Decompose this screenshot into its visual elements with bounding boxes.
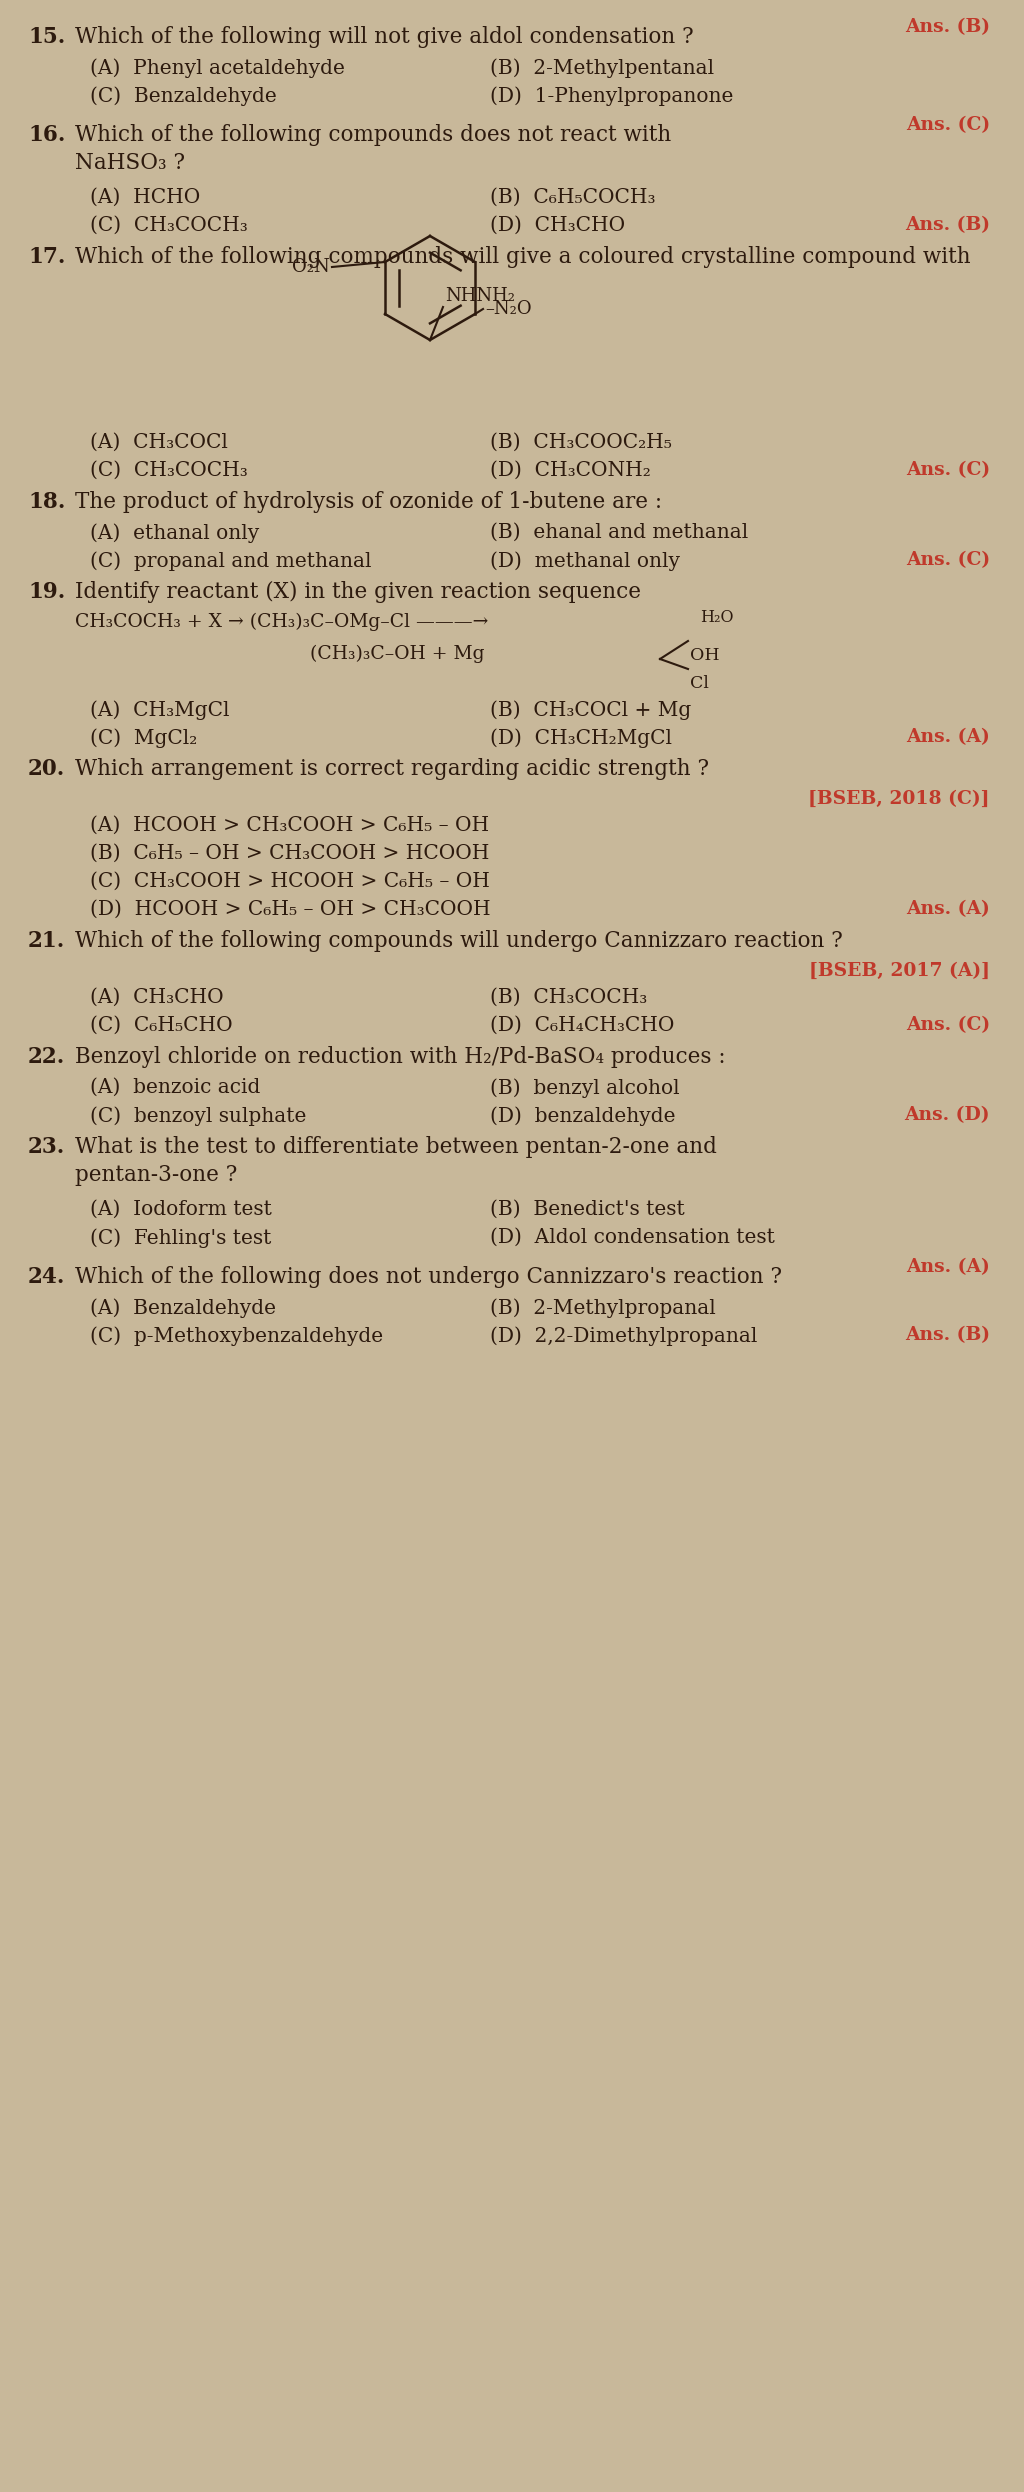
Text: Ans. (B): Ans. (B) — [905, 17, 990, 35]
Text: 18.: 18. — [28, 491, 66, 513]
Text: NHNH₂: NHNH₂ — [445, 287, 515, 304]
Text: Which of the following compounds will undergo Cannizzaro reaction ?: Which of the following compounds will un… — [75, 930, 843, 952]
Text: (A)  CH₃COCl: (A) CH₃COCl — [90, 434, 228, 451]
Text: Ans. (C): Ans. (C) — [906, 117, 990, 135]
Text: 17.: 17. — [28, 247, 66, 269]
Text: Which of the following will not give aldol condensation ?: Which of the following will not give ald… — [75, 25, 693, 47]
Text: 23.: 23. — [28, 1136, 66, 1159]
Text: (A)  ethanal only: (A) ethanal only — [90, 523, 259, 543]
Text: (CH₃)₃C–OH + Mg: (CH₃)₃C–OH + Mg — [310, 645, 484, 663]
Text: (B)  CH₃COCl + Mg: (B) CH₃COCl + Mg — [490, 700, 691, 720]
Text: (A)  CH₃MgCl: (A) CH₃MgCl — [90, 700, 229, 720]
Text: 19.: 19. — [28, 581, 66, 603]
Text: Ans. (C): Ans. (C) — [906, 461, 990, 478]
Text: (C)  p-Methoxybenzaldehyde: (C) p-Methoxybenzaldehyde — [90, 1326, 383, 1346]
Text: (D)  Aldol condensation test: (D) Aldol condensation test — [490, 1229, 775, 1246]
Text: (C)  CH₃COCH₃: (C) CH₃COCH₃ — [90, 217, 248, 234]
Text: 22.: 22. — [28, 1047, 66, 1069]
Text: (C)  MgCl₂: (C) MgCl₂ — [90, 728, 198, 748]
Text: OH: OH — [690, 648, 720, 663]
Text: The product of hydrolysis of ozonide of 1-butene are :: The product of hydrolysis of ozonide of … — [75, 491, 663, 513]
Text: (C)  Benzaldehyde: (C) Benzaldehyde — [90, 87, 276, 105]
Text: Which of the following compounds will give a coloured crystalline compound with: Which of the following compounds will gi… — [75, 247, 971, 269]
Text: (C)  CH₃COOH > HCOOH > C₆H₅ – OH: (C) CH₃COOH > HCOOH > C₆H₅ – OH — [90, 872, 489, 892]
Text: Ans. (C): Ans. (C) — [906, 1017, 990, 1034]
Text: O₂N: O₂N — [292, 259, 330, 277]
Text: (B)  CH₃COOC₂H₅: (B) CH₃COOC₂H₅ — [490, 434, 672, 451]
Text: (B)  2-Methylpentanal: (B) 2-Methylpentanal — [490, 57, 714, 77]
Text: 16.: 16. — [28, 125, 66, 147]
Text: (D)  methanal only: (D) methanal only — [490, 551, 680, 571]
Text: (B)  CH₃COCH₃: (B) CH₃COCH₃ — [490, 987, 647, 1007]
Text: (A)  Benzaldehyde: (A) Benzaldehyde — [90, 1298, 276, 1318]
Text: Benzoyl chloride on reduction with H₂/Pd-BaSO₄ produces :: Benzoyl chloride on reduction with H₂/Pd… — [75, 1047, 726, 1069]
Text: 20.: 20. — [28, 758, 66, 780]
Text: Ans. (D): Ans. (D) — [904, 1106, 990, 1124]
Text: Ans. (A): Ans. (A) — [906, 900, 990, 917]
Text: Which of the following does not undergo Cannizzaro's reaction ?: Which of the following does not undergo … — [75, 1266, 782, 1288]
Text: (A)  HCOOH > CH₃COOH > C₆H₅ – OH: (A) HCOOH > CH₃COOH > C₆H₅ – OH — [90, 815, 489, 835]
Text: (C)  propanal and methanal: (C) propanal and methanal — [90, 551, 372, 571]
Text: CH₃COCH₃ + X → (CH₃)₃C–OMg–Cl ———→: CH₃COCH₃ + X → (CH₃)₃C–OMg–Cl ———→ — [75, 613, 488, 630]
Text: (C)  Fehling's test: (C) Fehling's test — [90, 1229, 271, 1248]
Text: (D)  1-Phenylpropanone: (D) 1-Phenylpropanone — [490, 87, 733, 105]
Text: (D)  2,2-Dimethylpropanal: (D) 2,2-Dimethylpropanal — [490, 1326, 758, 1346]
Text: (D)  HCOOH > C₆H₅ – OH > CH₃COOH: (D) HCOOH > C₆H₅ – OH > CH₃COOH — [90, 900, 490, 920]
Text: (C)  benzoyl sulphate: (C) benzoyl sulphate — [90, 1106, 306, 1126]
Text: (B)  2-Methylpropanal: (B) 2-Methylpropanal — [490, 1298, 716, 1318]
Text: [BSEB, 2017 (A)]: [BSEB, 2017 (A)] — [809, 962, 990, 979]
Text: Which of the following compounds does not react with: Which of the following compounds does no… — [75, 125, 672, 147]
Text: NaHSO₃ ?: NaHSO₃ ? — [75, 152, 185, 174]
Text: 24.: 24. — [28, 1266, 66, 1288]
Text: Ans. (A): Ans. (A) — [906, 1258, 990, 1276]
Text: (B)  C₆H₅COCH₃: (B) C₆H₅COCH₃ — [490, 187, 655, 207]
Text: H₂O: H₂O — [700, 608, 733, 625]
Text: (A)  HCHO: (A) HCHO — [90, 187, 201, 207]
Text: (A)  benzoic acid: (A) benzoic acid — [90, 1079, 260, 1096]
Text: (C)  CH₃COCH₃: (C) CH₃COCH₃ — [90, 461, 248, 481]
Text: (B)  ehanal and methanal: (B) ehanal and methanal — [490, 523, 749, 541]
Text: (D)  CH₃CONH₂: (D) CH₃CONH₂ — [490, 461, 650, 481]
Text: (B)  benzyl alcohol: (B) benzyl alcohol — [490, 1079, 680, 1096]
Text: (B)  C₆H₅ – OH > CH₃COOH > HCOOH: (B) C₆H₅ – OH > CH₃COOH > HCOOH — [90, 845, 489, 862]
Text: Ans. (A): Ans. (A) — [906, 728, 990, 745]
Text: Which arrangement is correct regarding acidic strength ?: Which arrangement is correct regarding a… — [75, 758, 709, 780]
Text: 21.: 21. — [28, 930, 66, 952]
Text: (D)  C₆H₄CH₃CHO: (D) C₆H₄CH₃CHO — [490, 1017, 675, 1034]
Text: pentan-3-one ?: pentan-3-one ? — [75, 1164, 238, 1186]
Text: 15.: 15. — [28, 25, 66, 47]
Text: (A)  CH₃CHO: (A) CH₃CHO — [90, 987, 223, 1007]
Text: What is the test to differentiate between pentan-2-one and: What is the test to differentiate betwee… — [75, 1136, 717, 1159]
Text: (A)  Phenyl acetaldehyde: (A) Phenyl acetaldehyde — [90, 57, 345, 77]
Text: –N₂O: –N₂O — [485, 299, 531, 319]
Text: [BSEB, 2018 (C)]: [BSEB, 2018 (C)] — [809, 790, 990, 807]
Text: (D)  benzaldehyde: (D) benzaldehyde — [490, 1106, 676, 1126]
Text: Identify reactant (X) in the given reaction sequence: Identify reactant (X) in the given react… — [75, 581, 641, 603]
Text: (A)  Iodoform test: (A) Iodoform test — [90, 1201, 272, 1219]
Text: (C)  C₆H₅CHO: (C) C₆H₅CHO — [90, 1017, 232, 1034]
Text: (D)  CH₃CHO: (D) CH₃CHO — [490, 217, 625, 234]
Text: Ans. (B): Ans. (B) — [905, 1326, 990, 1343]
Text: Ans. (C): Ans. (C) — [906, 551, 990, 568]
Text: Cl: Cl — [690, 675, 709, 693]
Text: (B)  Benedict's test: (B) Benedict's test — [490, 1201, 685, 1219]
Text: (D)  CH₃CH₂MgCl: (D) CH₃CH₂MgCl — [490, 728, 672, 748]
Text: Ans. (B): Ans. (B) — [905, 217, 990, 234]
